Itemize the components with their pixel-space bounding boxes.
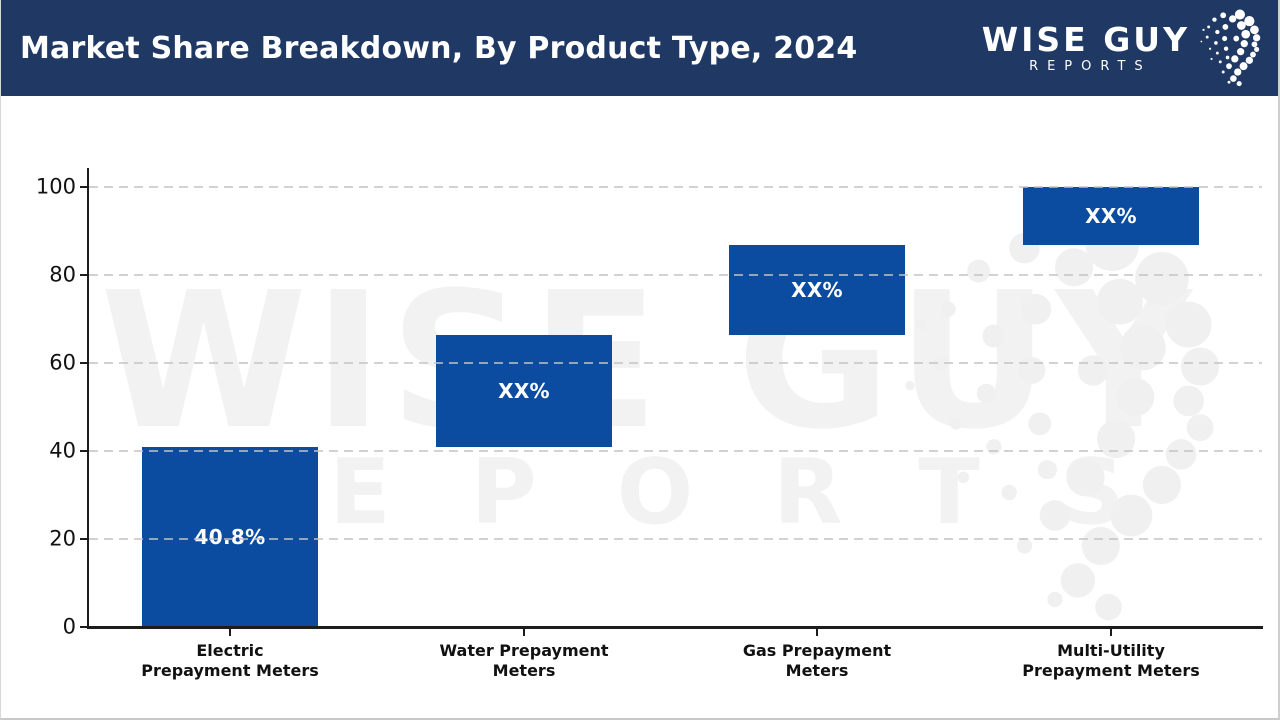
bar-value-label-1: 40.8%	[194, 525, 266, 550]
y-tick-label-80: 80	[49, 262, 76, 287]
gridline-80	[89, 274, 1262, 276]
dotted-head-icon	[1190, 8, 1266, 88]
bar-value-label-3: XX%	[791, 277, 843, 302]
y-tick-label-20: 20	[49, 526, 76, 551]
y-tick-mark-100	[80, 186, 87, 188]
bar-4: XX%	[1023, 187, 1199, 246]
y-tick-label-100: 100	[35, 174, 76, 199]
x-tick-mark-3	[816, 629, 818, 636]
x-category-label-4: Multi-Utility Prepayment Meters	[979, 641, 1243, 681]
x-category-label-3-line2: Meters	[785, 661, 849, 680]
y-tick-mark-40	[80, 450, 87, 452]
watermark-text-line1: WISE GUY	[100, 252, 1198, 471]
x-category-label-1-line2: Prepayment Meters	[141, 661, 319, 680]
y-axis-line	[87, 168, 89, 628]
x-category-label-2-line2: Meters	[492, 661, 556, 680]
y-tick-mark-0	[80, 626, 87, 628]
header-bar: Market Share Breakdown, By Product Type,…	[0, 0, 1280, 96]
brand-logo-line2: REPORTS	[1029, 59, 1152, 74]
bar-value-label-4: XX%	[1085, 204, 1137, 229]
brand-logo-line1: WISE GUY	[981, 20, 1190, 59]
gridline-60	[89, 362, 1262, 364]
bar-2: XX%	[436, 334, 612, 448]
y-tick-mark-60	[80, 362, 87, 364]
x-tick-mark-2	[523, 629, 525, 636]
x-axis-line	[87, 626, 1263, 629]
x-category-label-2-line1: Water Prepayment	[439, 641, 609, 660]
x-category-label-2: Water Prepayment Meters	[392, 641, 656, 681]
gridline-40	[89, 450, 1262, 452]
watermark-text-line2: REPORTS	[180, 440, 1205, 545]
x-tick-mark-4	[1110, 629, 1112, 636]
x-category-label-1: Electric Prepayment Meters	[98, 641, 362, 681]
y-tick-label-0: 0	[62, 614, 76, 639]
x-category-label-3: Gas Prepayment Meters	[685, 641, 949, 681]
brand-logo: WISE GUY REPORTS	[982, 8, 1266, 88]
y-tick-mark-80	[80, 274, 87, 276]
x-tick-mark-1	[229, 629, 231, 636]
x-category-label-4-line2: Prepayment Meters	[1022, 661, 1200, 680]
y-tick-label-60: 60	[49, 350, 76, 375]
y-tick-mark-20	[80, 538, 87, 540]
bar-3: XX%	[729, 245, 905, 335]
bar-value-label-2: XX%	[498, 379, 550, 404]
x-category-label-1-line1: Electric	[196, 641, 264, 660]
gridline-100	[89, 186, 1262, 188]
page-title: Market Share Breakdown, By Product Type,…	[20, 30, 858, 66]
bar-1: 40.8%	[142, 447, 318, 627]
x-category-label-4-line1: Multi-Utility	[1057, 641, 1165, 660]
brand-logo-text: WISE GUY REPORTS	[982, 23, 1190, 73]
gridline-20	[89, 538, 1262, 540]
watermark-head-icon	[860, 210, 1250, 630]
y-tick-label-40: 40	[49, 438, 76, 463]
x-category-label-3-line1: Gas Prepayment	[742, 641, 892, 660]
